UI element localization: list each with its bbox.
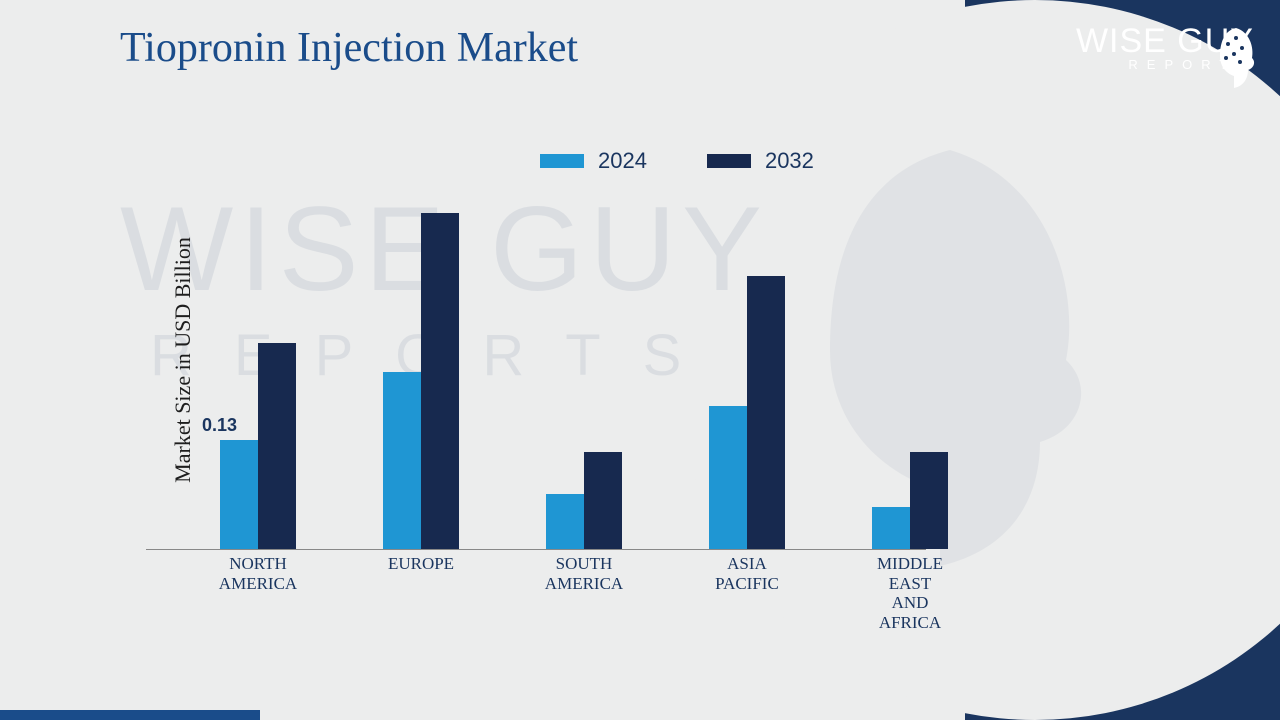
category-label: EUROPE [361,554,481,574]
bar-chart: Market Size in USD Billion NORTHAMERICAE… [90,150,940,570]
bar [709,406,747,549]
plot-area: NORTHAMERICAEUROPESOUTHAMERICAASIAPACIFI… [146,180,926,550]
category-label: ASIAPACIFIC [687,554,807,593]
bar [258,343,296,549]
value-label: 0.13 [202,415,237,436]
bar [546,494,584,549]
page-root: WISE GUY REPORTS Tiopronin Injection Mar… [0,0,1280,720]
footer-accent-bar [0,710,260,720]
bar [910,452,948,549]
page-title: Tiopronin Injection Market [120,24,578,72]
category-label: MIDDLEEASTANDAFRICA [850,554,970,632]
category-label: SOUTHAMERICA [524,554,644,593]
bar [383,372,421,549]
brand-head-icon [1198,24,1258,94]
category-label: NORTHAMERICA [198,554,318,593]
brand-logo: WISE GUY REPORTS [1076,22,1254,72]
bar [584,452,622,549]
bar [872,507,910,549]
bar [220,440,258,549]
bar [747,276,785,549]
bar [421,213,459,549]
